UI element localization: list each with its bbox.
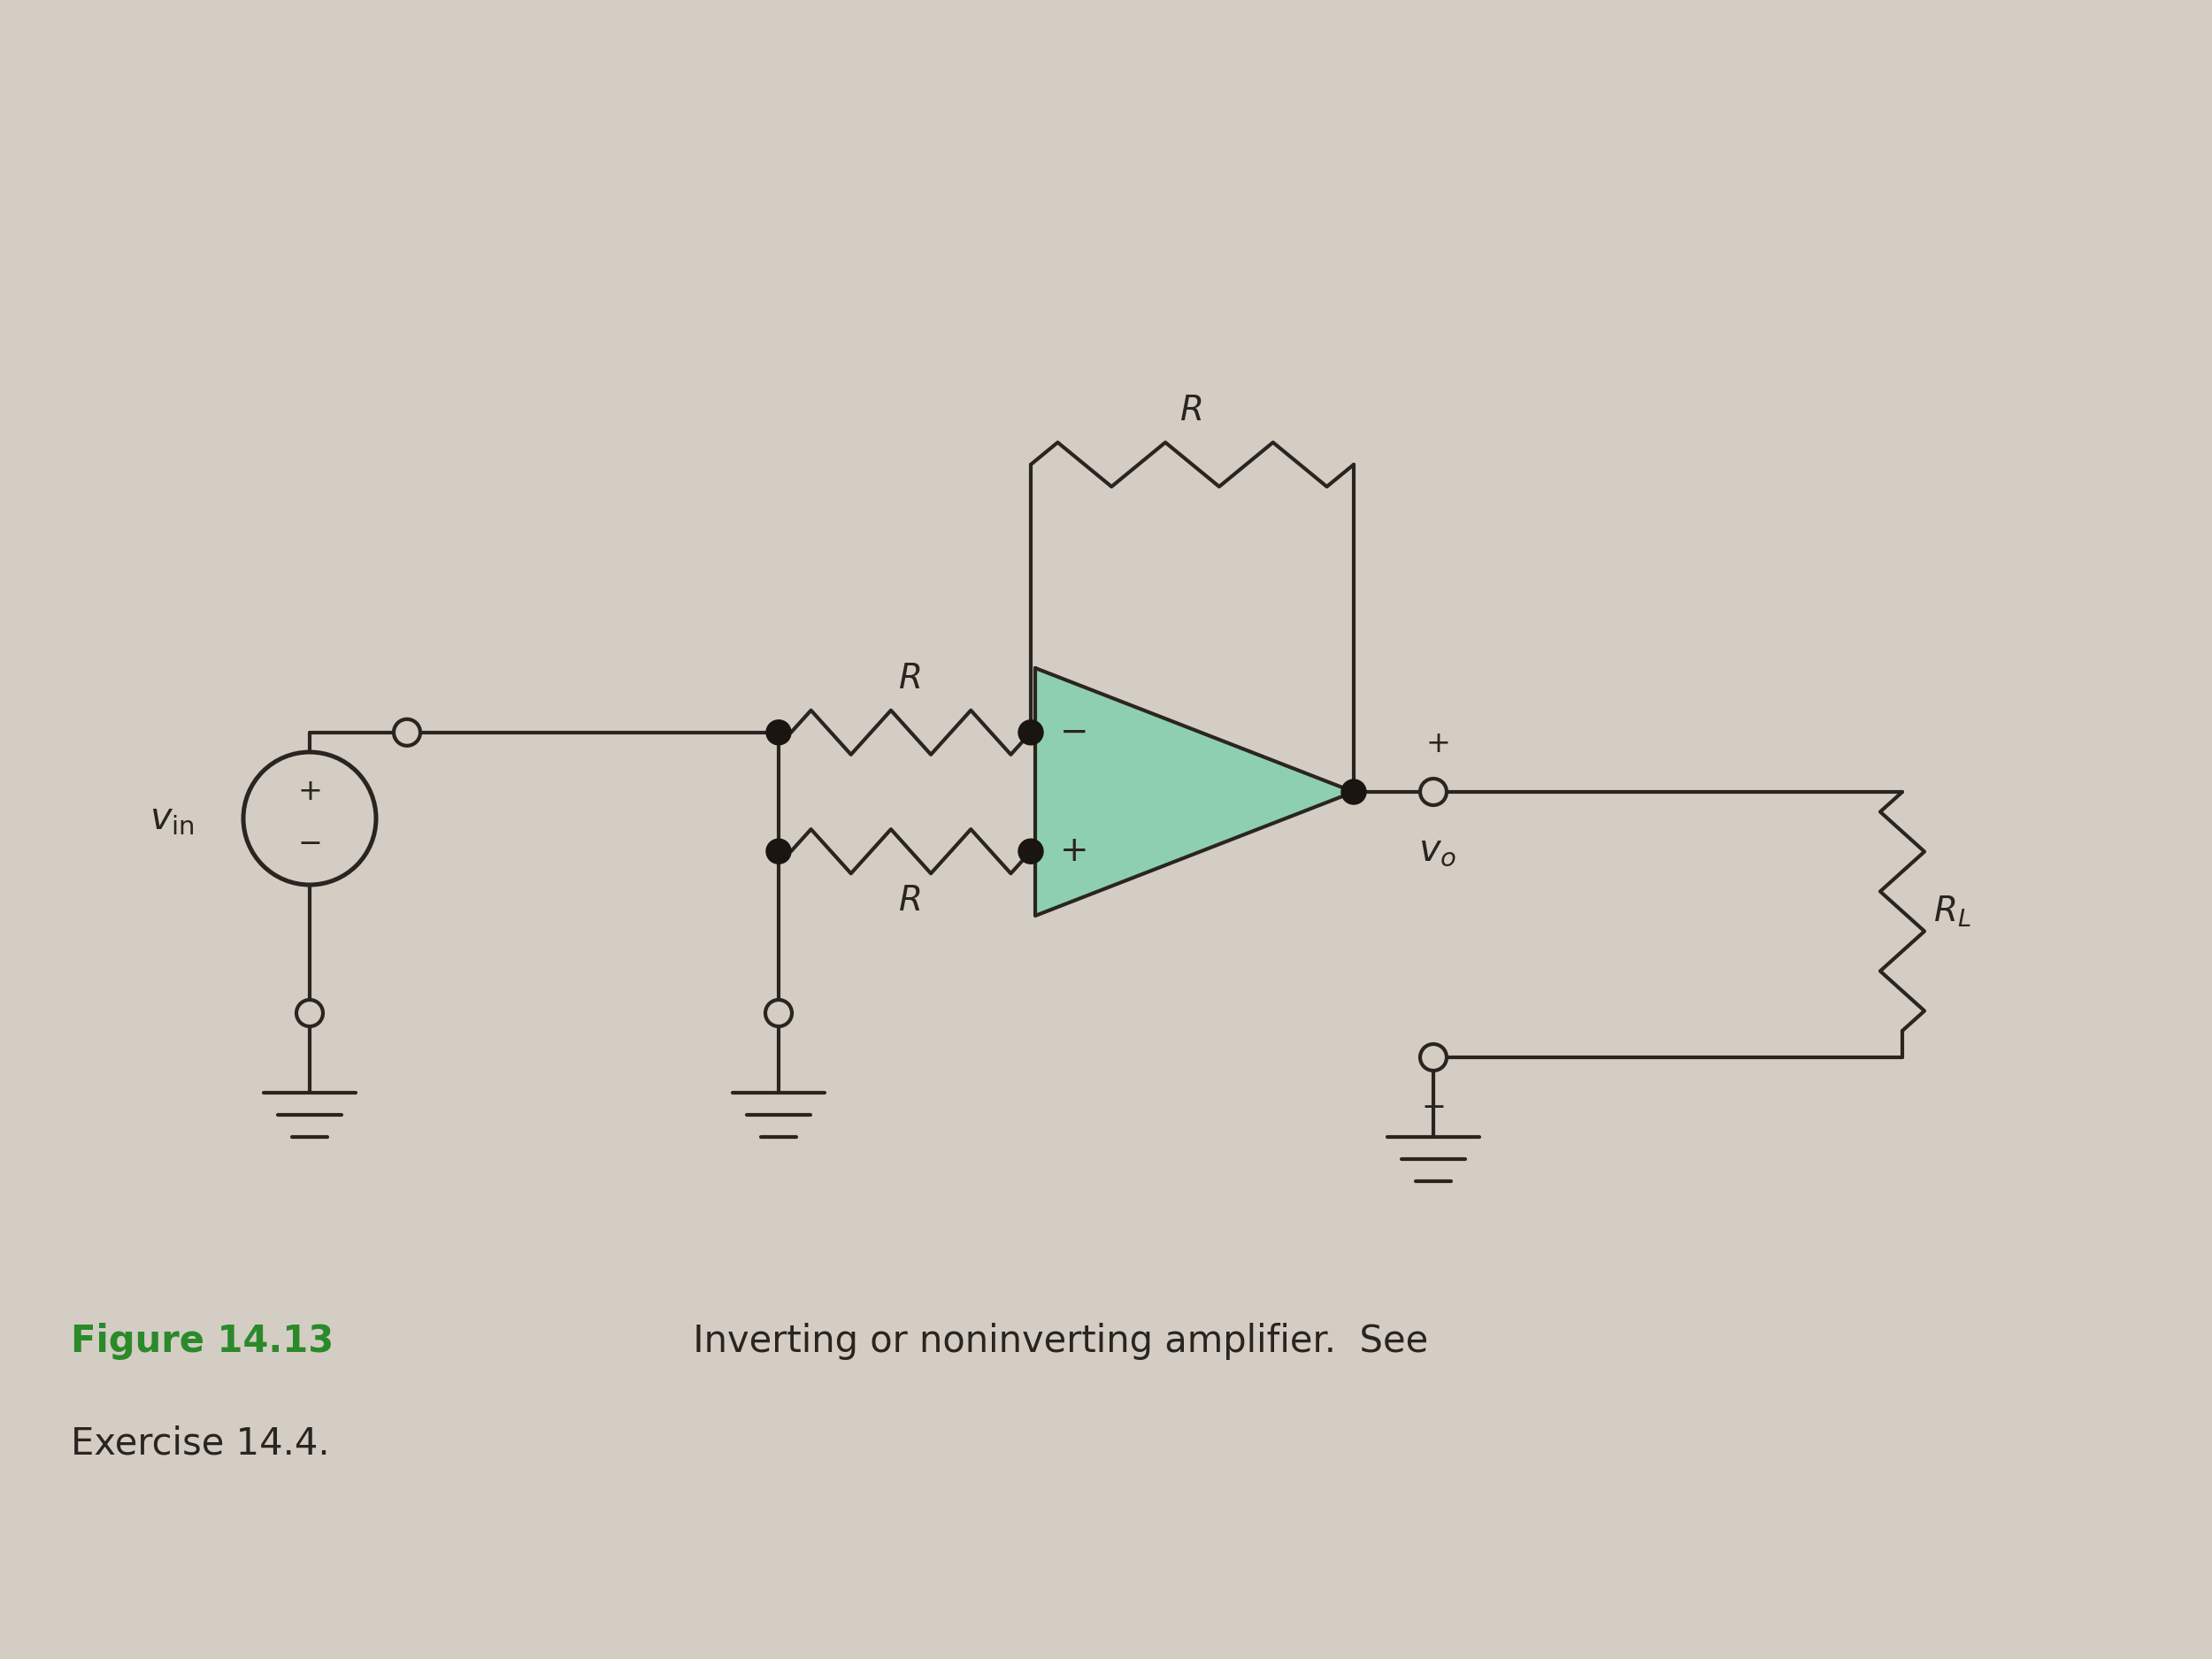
Circle shape: [1018, 839, 1044, 864]
Text: R: R: [1181, 393, 1203, 428]
Text: −: −: [296, 830, 323, 858]
Circle shape: [394, 718, 420, 745]
Text: −: −: [1060, 715, 1088, 750]
Text: $R_L$: $R_L$: [1933, 894, 1971, 929]
Text: $v_o$: $v_o$: [1418, 831, 1458, 869]
Circle shape: [1420, 778, 1447, 805]
Text: Inverting or noninverting amplifier.  See: Inverting or noninverting amplifier. See: [681, 1322, 1429, 1360]
Circle shape: [296, 1000, 323, 1027]
Text: $v_\mathrm{in}$: $v_\mathrm{in}$: [150, 800, 195, 838]
Circle shape: [765, 720, 792, 745]
Text: −: −: [1420, 1093, 1447, 1121]
Circle shape: [765, 1000, 792, 1027]
Circle shape: [1018, 720, 1044, 745]
Circle shape: [243, 752, 376, 884]
Circle shape: [1420, 1044, 1447, 1070]
Text: +: +: [1060, 834, 1088, 868]
Text: Exercise 14.4.: Exercise 14.4.: [71, 1425, 330, 1462]
Text: R: R: [898, 884, 922, 917]
Polygon shape: [1035, 669, 1354, 916]
Text: R: R: [898, 662, 922, 695]
Circle shape: [765, 839, 792, 864]
Text: +: +: [296, 778, 323, 806]
Text: Figure 14.13: Figure 14.13: [71, 1322, 334, 1360]
Text: +: +: [1425, 728, 1451, 758]
Circle shape: [1340, 780, 1367, 805]
